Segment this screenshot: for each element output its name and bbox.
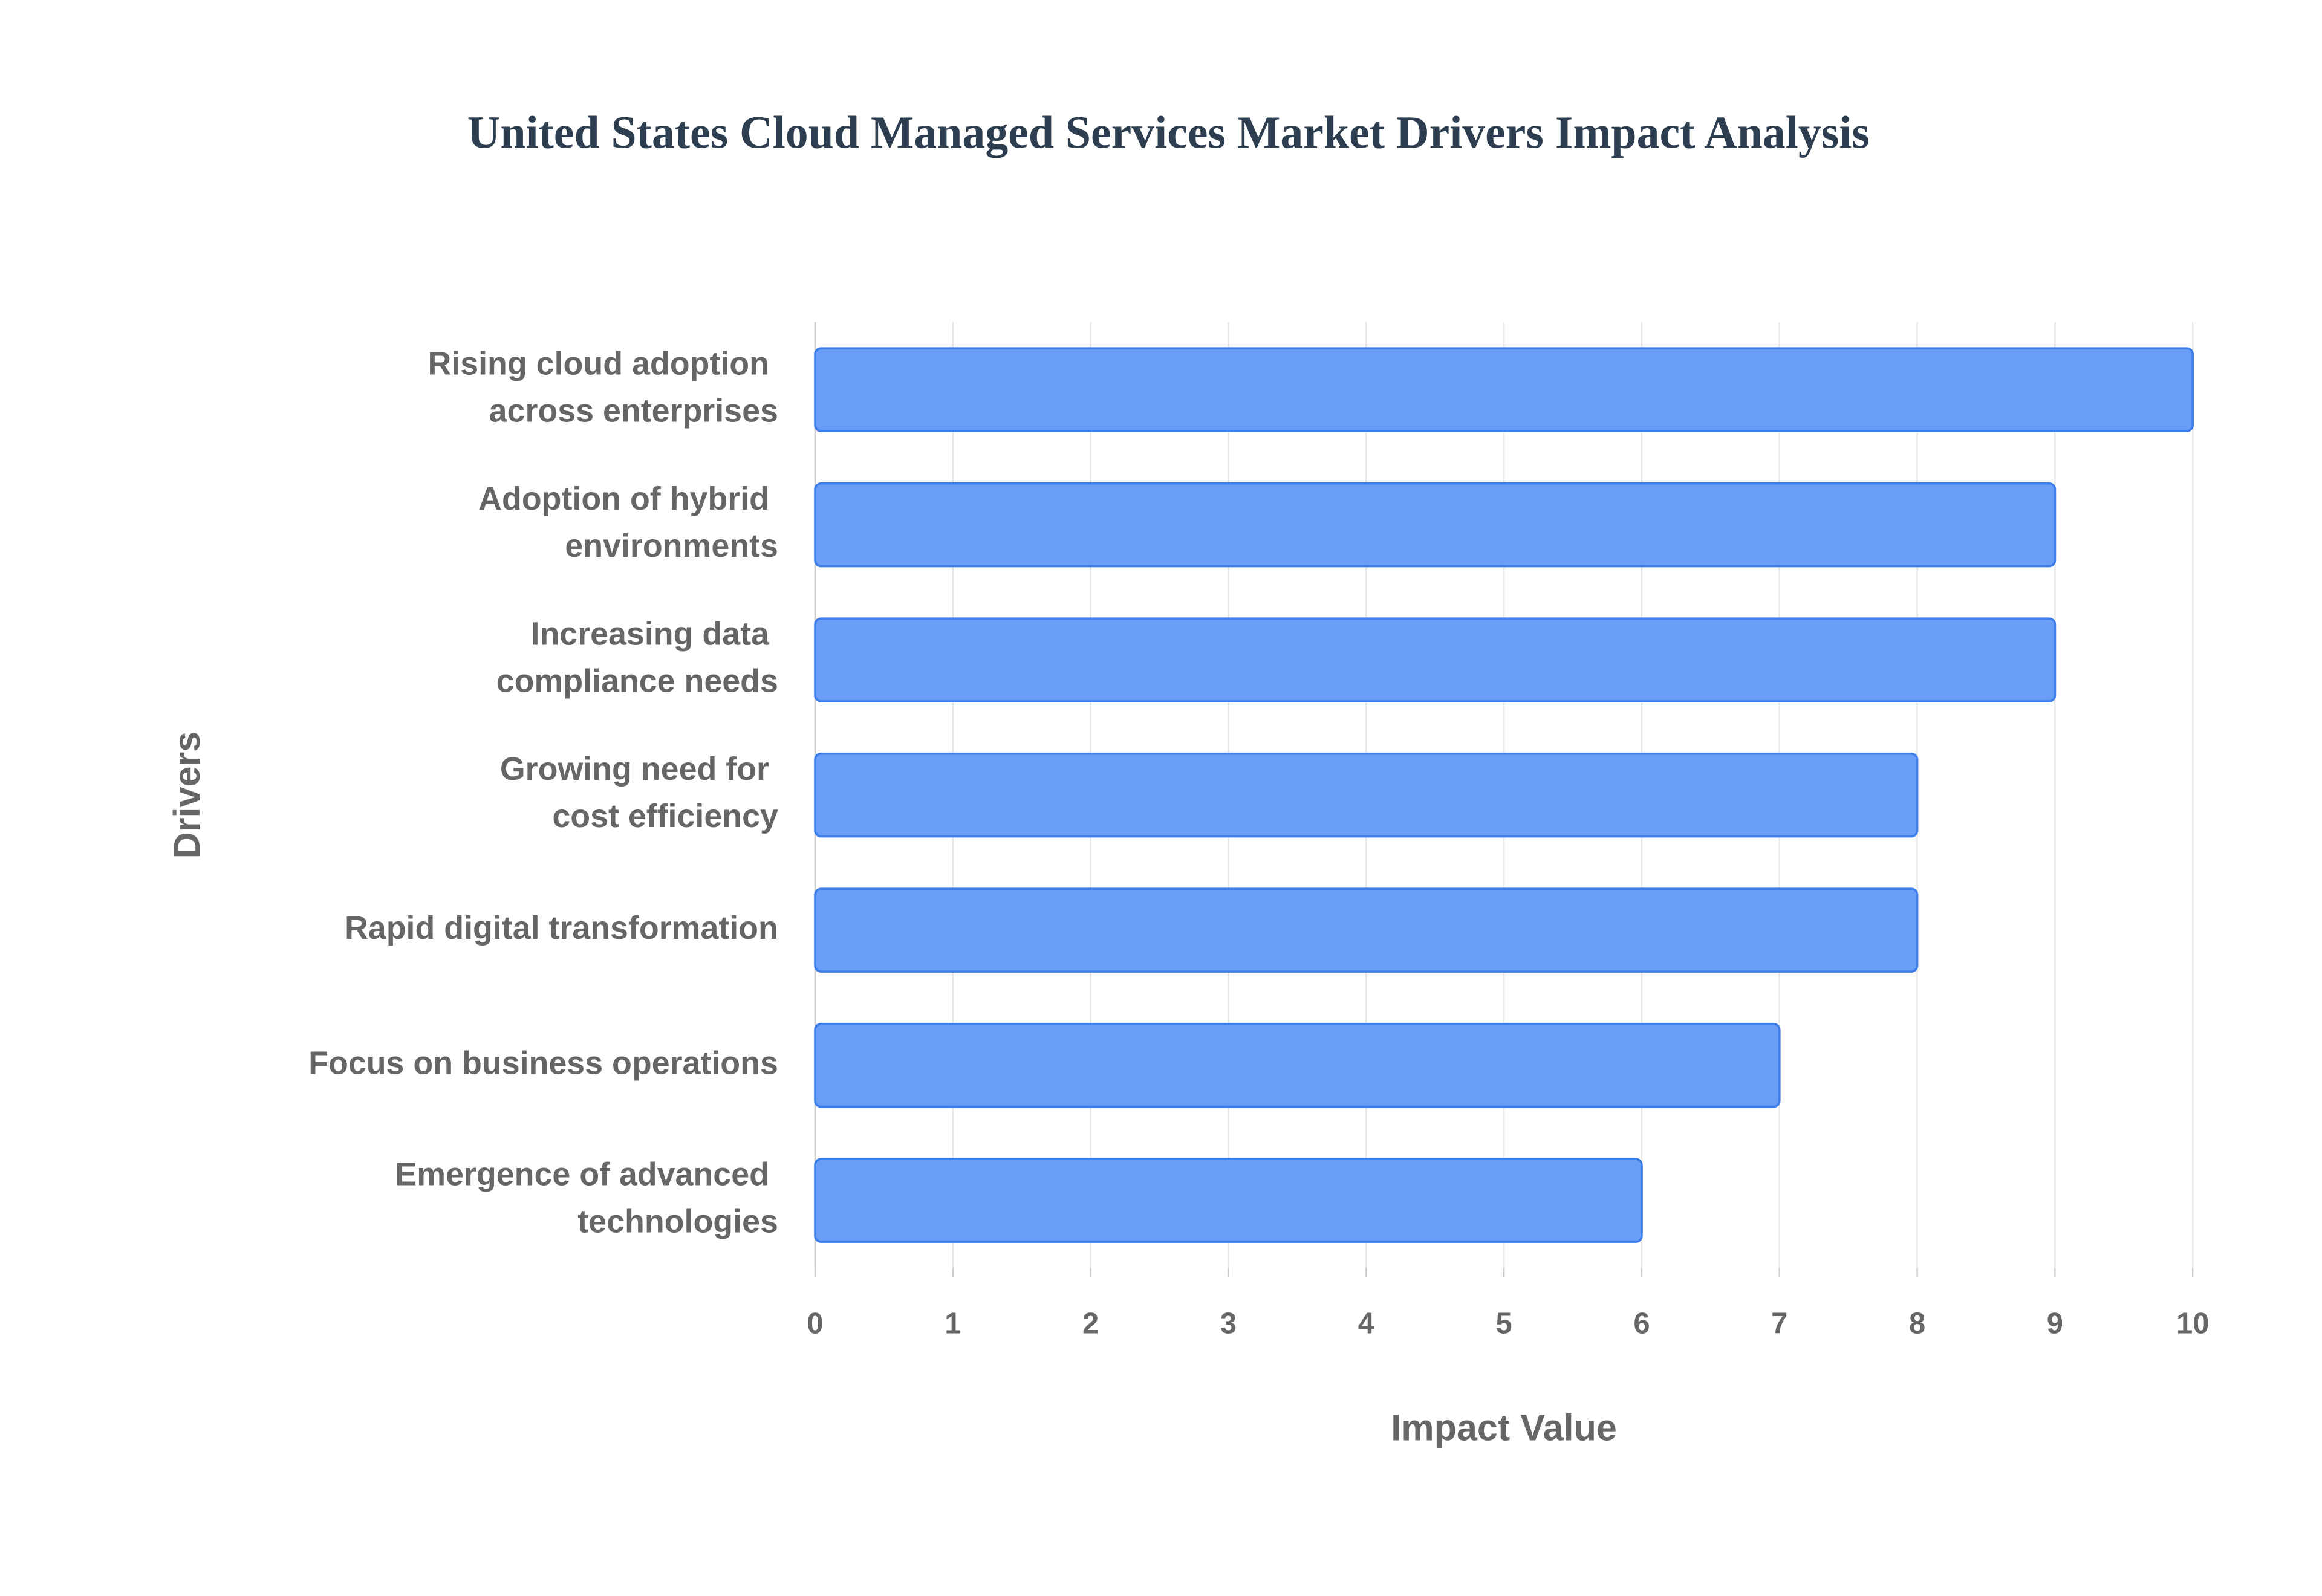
- x-tick-label: 2: [1082, 1308, 1099, 1340]
- bar: [814, 1022, 1781, 1108]
- x-tick-label: 7: [1771, 1308, 1787, 1340]
- y-tick-label: Rapid digital transformation: [345, 910, 778, 946]
- x-tick-label: 1: [945, 1308, 961, 1340]
- x-tick-label: 10: [2176, 1308, 2209, 1340]
- bar: [814, 347, 2194, 432]
- y-tick-label: Adoption of hybrid environments: [478, 481, 778, 564]
- y-tick-label: Emergence of advanced technologies: [395, 1156, 778, 1240]
- x-axis-title: Impact Value: [1391, 1407, 1617, 1448]
- x-tick-label: 9: [2047, 1308, 2063, 1340]
- x-tick-label: 6: [1633, 1308, 1650, 1340]
- x-tick-label: 0: [807, 1308, 823, 1340]
- y-axis-title: Drivers: [166, 731, 207, 859]
- y-tick-label: Focus on business operations: [308, 1045, 778, 1081]
- x-tick-label: 3: [1220, 1308, 1237, 1340]
- x-tick-label: 5: [1496, 1308, 1512, 1340]
- y-tick-label: Growing need for cost efficiency: [500, 751, 778, 834]
- x-tick-label: 4: [1358, 1308, 1374, 1340]
- y-tick-label: Increasing data compliance needs: [496, 616, 778, 699]
- bar: [814, 482, 2057, 568]
- bar: [814, 1158, 1643, 1243]
- bar: [814, 617, 2057, 702]
- bar: [814, 887, 1919, 973]
- bar: [814, 752, 1919, 838]
- x-tick-label: 8: [1909, 1308, 1925, 1340]
- chart-title: United States Cloud Managed Services Mar…: [467, 108, 1870, 158]
- y-tick-label: Rising cloud adoption across enterprises: [428, 346, 778, 429]
